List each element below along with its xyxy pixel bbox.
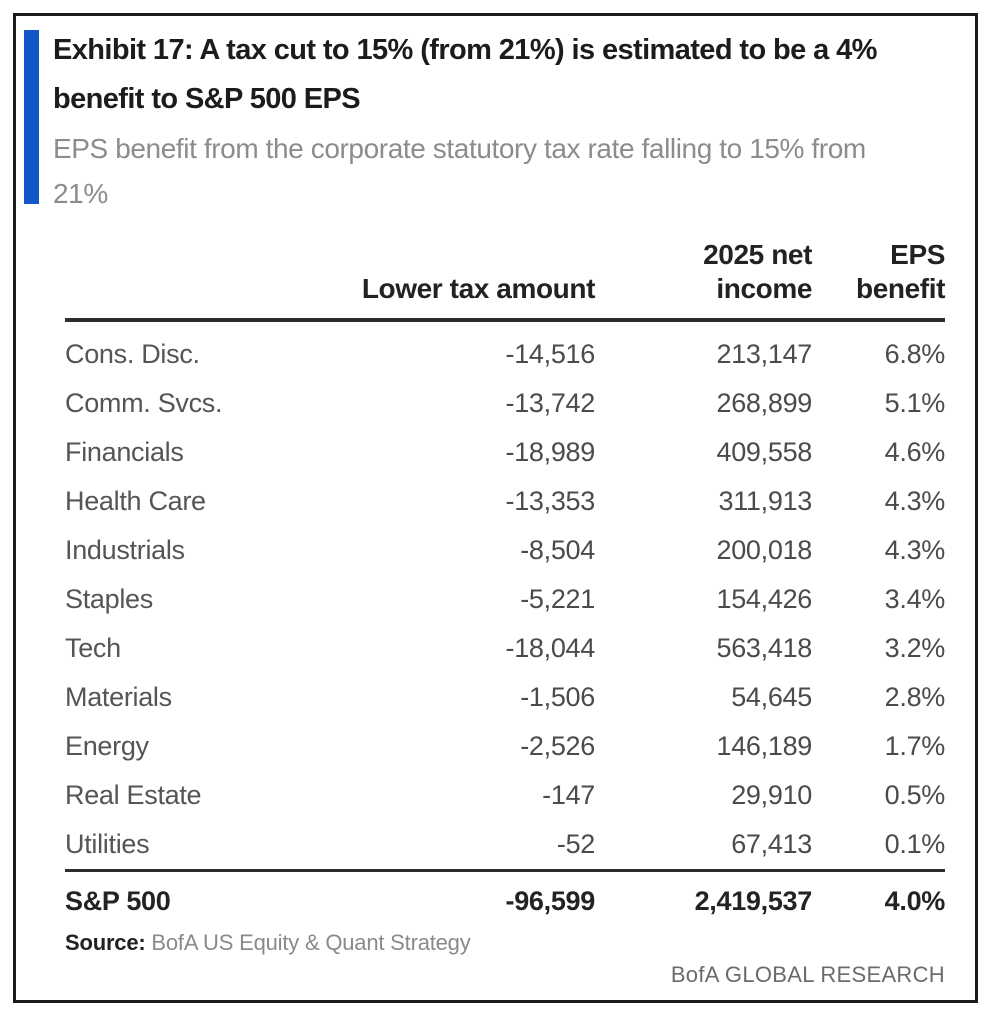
sector-cell: S&P 500: [65, 869, 345, 930]
eps-benefit-cell: 4.3%: [884, 535, 946, 565]
eps-benefit-cell: 0.1%: [884, 829, 946, 859]
sector-cell: Cons. Disc.: [65, 339, 200, 369]
table-total-row: S&P 500 -96,599 2,419,537 4.0%: [65, 869, 945, 930]
sector-cell: Health Care: [65, 486, 206, 516]
lower-tax-cell: -13,742: [505, 388, 596, 418]
table-row: Cons. Disc. -14,516 213,147 6.8%: [65, 320, 945, 379]
sector-cell: Energy: [65, 731, 149, 761]
lower-tax-cell: -52: [556, 829, 595, 859]
exhibit-frame: Exhibit 17: A tax cut to 15% (from 21%) …: [13, 13, 978, 1003]
table-row: Energy -2,526 146,189 1.7%: [65, 722, 945, 771]
net-income-cell: 2,419,537: [595, 869, 812, 930]
table-row: Industrials -8,504 200,018 4.3%: [65, 526, 945, 575]
table-row: Comm. Svcs. -13,742 268,899 5.1%: [65, 379, 945, 428]
col-header-lower-tax-amount: Lower tax amount: [345, 238, 595, 322]
eps-benefit-cell: 4.0%: [812, 869, 945, 930]
accent-bar: [24, 30, 39, 204]
net-income-cell: 200,018: [716, 535, 813, 565]
eps-benefit-cell: 1.7%: [884, 731, 946, 761]
eps-benefit-table: Lower tax amount 2025 net income EPS ben…: [65, 238, 945, 930]
eps-benefit-cell: 6.8%: [884, 339, 946, 369]
lower-tax-cell: -8,504: [520, 535, 595, 565]
source-label: Source:: [65, 930, 146, 955]
table-row: Health Care -13,353 311,913 4.3%: [65, 477, 945, 526]
lower-tax-cell: -1,506: [520, 682, 595, 712]
bofa-global-research-branding: BofA GLOBAL RESEARCH: [670, 962, 945, 987]
sector-cell: Financials: [65, 437, 184, 467]
lower-tax-cell: -18,989: [505, 437, 596, 467]
sector-cell: Materials: [65, 682, 172, 712]
eps-benefit-cell: 3.4%: [884, 584, 946, 614]
net-income-cell: 563,418: [716, 633, 813, 663]
eps-benefit-cell: 3.2%: [884, 633, 946, 663]
source-line: Source: BofA US Equity & Quant Strategy: [65, 930, 471, 956]
lower-tax-cell: -147: [542, 780, 595, 810]
lower-tax-cell: -18,044: [505, 633, 596, 663]
table-header-row: Lower tax amount 2025 net income EPS ben…: [65, 238, 945, 322]
eps-benefit-cell: 2.8%: [884, 682, 946, 712]
col-header-sector: [65, 238, 345, 322]
eps-benefit-cell: 0.5%: [884, 780, 946, 810]
net-income-cell: 268,899: [716, 388, 813, 418]
table-row: Materials -1,506 54,645 2.8%: [65, 673, 945, 722]
lower-tax-cell: -2,526: [520, 731, 595, 761]
table-row: Utilities -52 67,413 0.1%: [65, 820, 945, 871]
table-row: Financials -18,989 409,558 4.6%: [65, 428, 945, 477]
net-income-cell: 146,189: [716, 731, 813, 761]
net-income-cell: 154,426: [716, 584, 813, 614]
sector-cell: Utilities: [65, 829, 150, 859]
net-income-cell: 409,558: [716, 437, 813, 467]
lower-tax-cell: -96,599: [345, 869, 595, 930]
sector-cell: Tech: [65, 633, 121, 663]
table-row: Tech -18,044 563,418 3.2%: [65, 624, 945, 673]
sector-cell: Comm. Svcs.: [65, 388, 223, 418]
sector-cell: Staples: [65, 584, 153, 614]
source-text: BofA US Equity & Quant Strategy: [145, 930, 471, 955]
eps-benefit-cell: 4.6%: [884, 437, 946, 467]
exhibit-subtitle: EPS benefit from the corporate statutory…: [53, 133, 866, 209]
net-income-cell: 54,645: [731, 682, 812, 712]
eps-benefit-cell: 4.3%: [884, 486, 946, 516]
col-header-2025-net-income: 2025 net income: [595, 238, 812, 322]
net-income-cell: 29,910: [731, 780, 812, 810]
col-header-eps-benefit: EPS benefit: [812, 238, 945, 322]
exhibit-title: Exhibit 17: A tax cut to 15% (from 21%) …: [53, 34, 877, 115]
lower-tax-cell: -5,221: [520, 584, 595, 614]
table-row: Real Estate -147 29,910 0.5%: [65, 771, 945, 820]
net-income-cell: 311,913: [718, 486, 813, 516]
net-income-cell: 213,147: [716, 339, 813, 369]
sector-cell: Industrials: [65, 535, 185, 565]
eps-benefit-cell: 5.1%: [884, 388, 946, 418]
exhibit-header: Exhibit 17: A tax cut to 15% (from 21%) …: [53, 26, 948, 216]
net-income-cell: 67,413: [731, 829, 812, 859]
sector-cell: Real Estate: [65, 780, 202, 810]
table-row: Staples -5,221 154,426 3.4%: [65, 575, 945, 624]
lower-tax-cell: -13,353: [505, 486, 596, 516]
lower-tax-cell: -14,516: [505, 339, 596, 369]
